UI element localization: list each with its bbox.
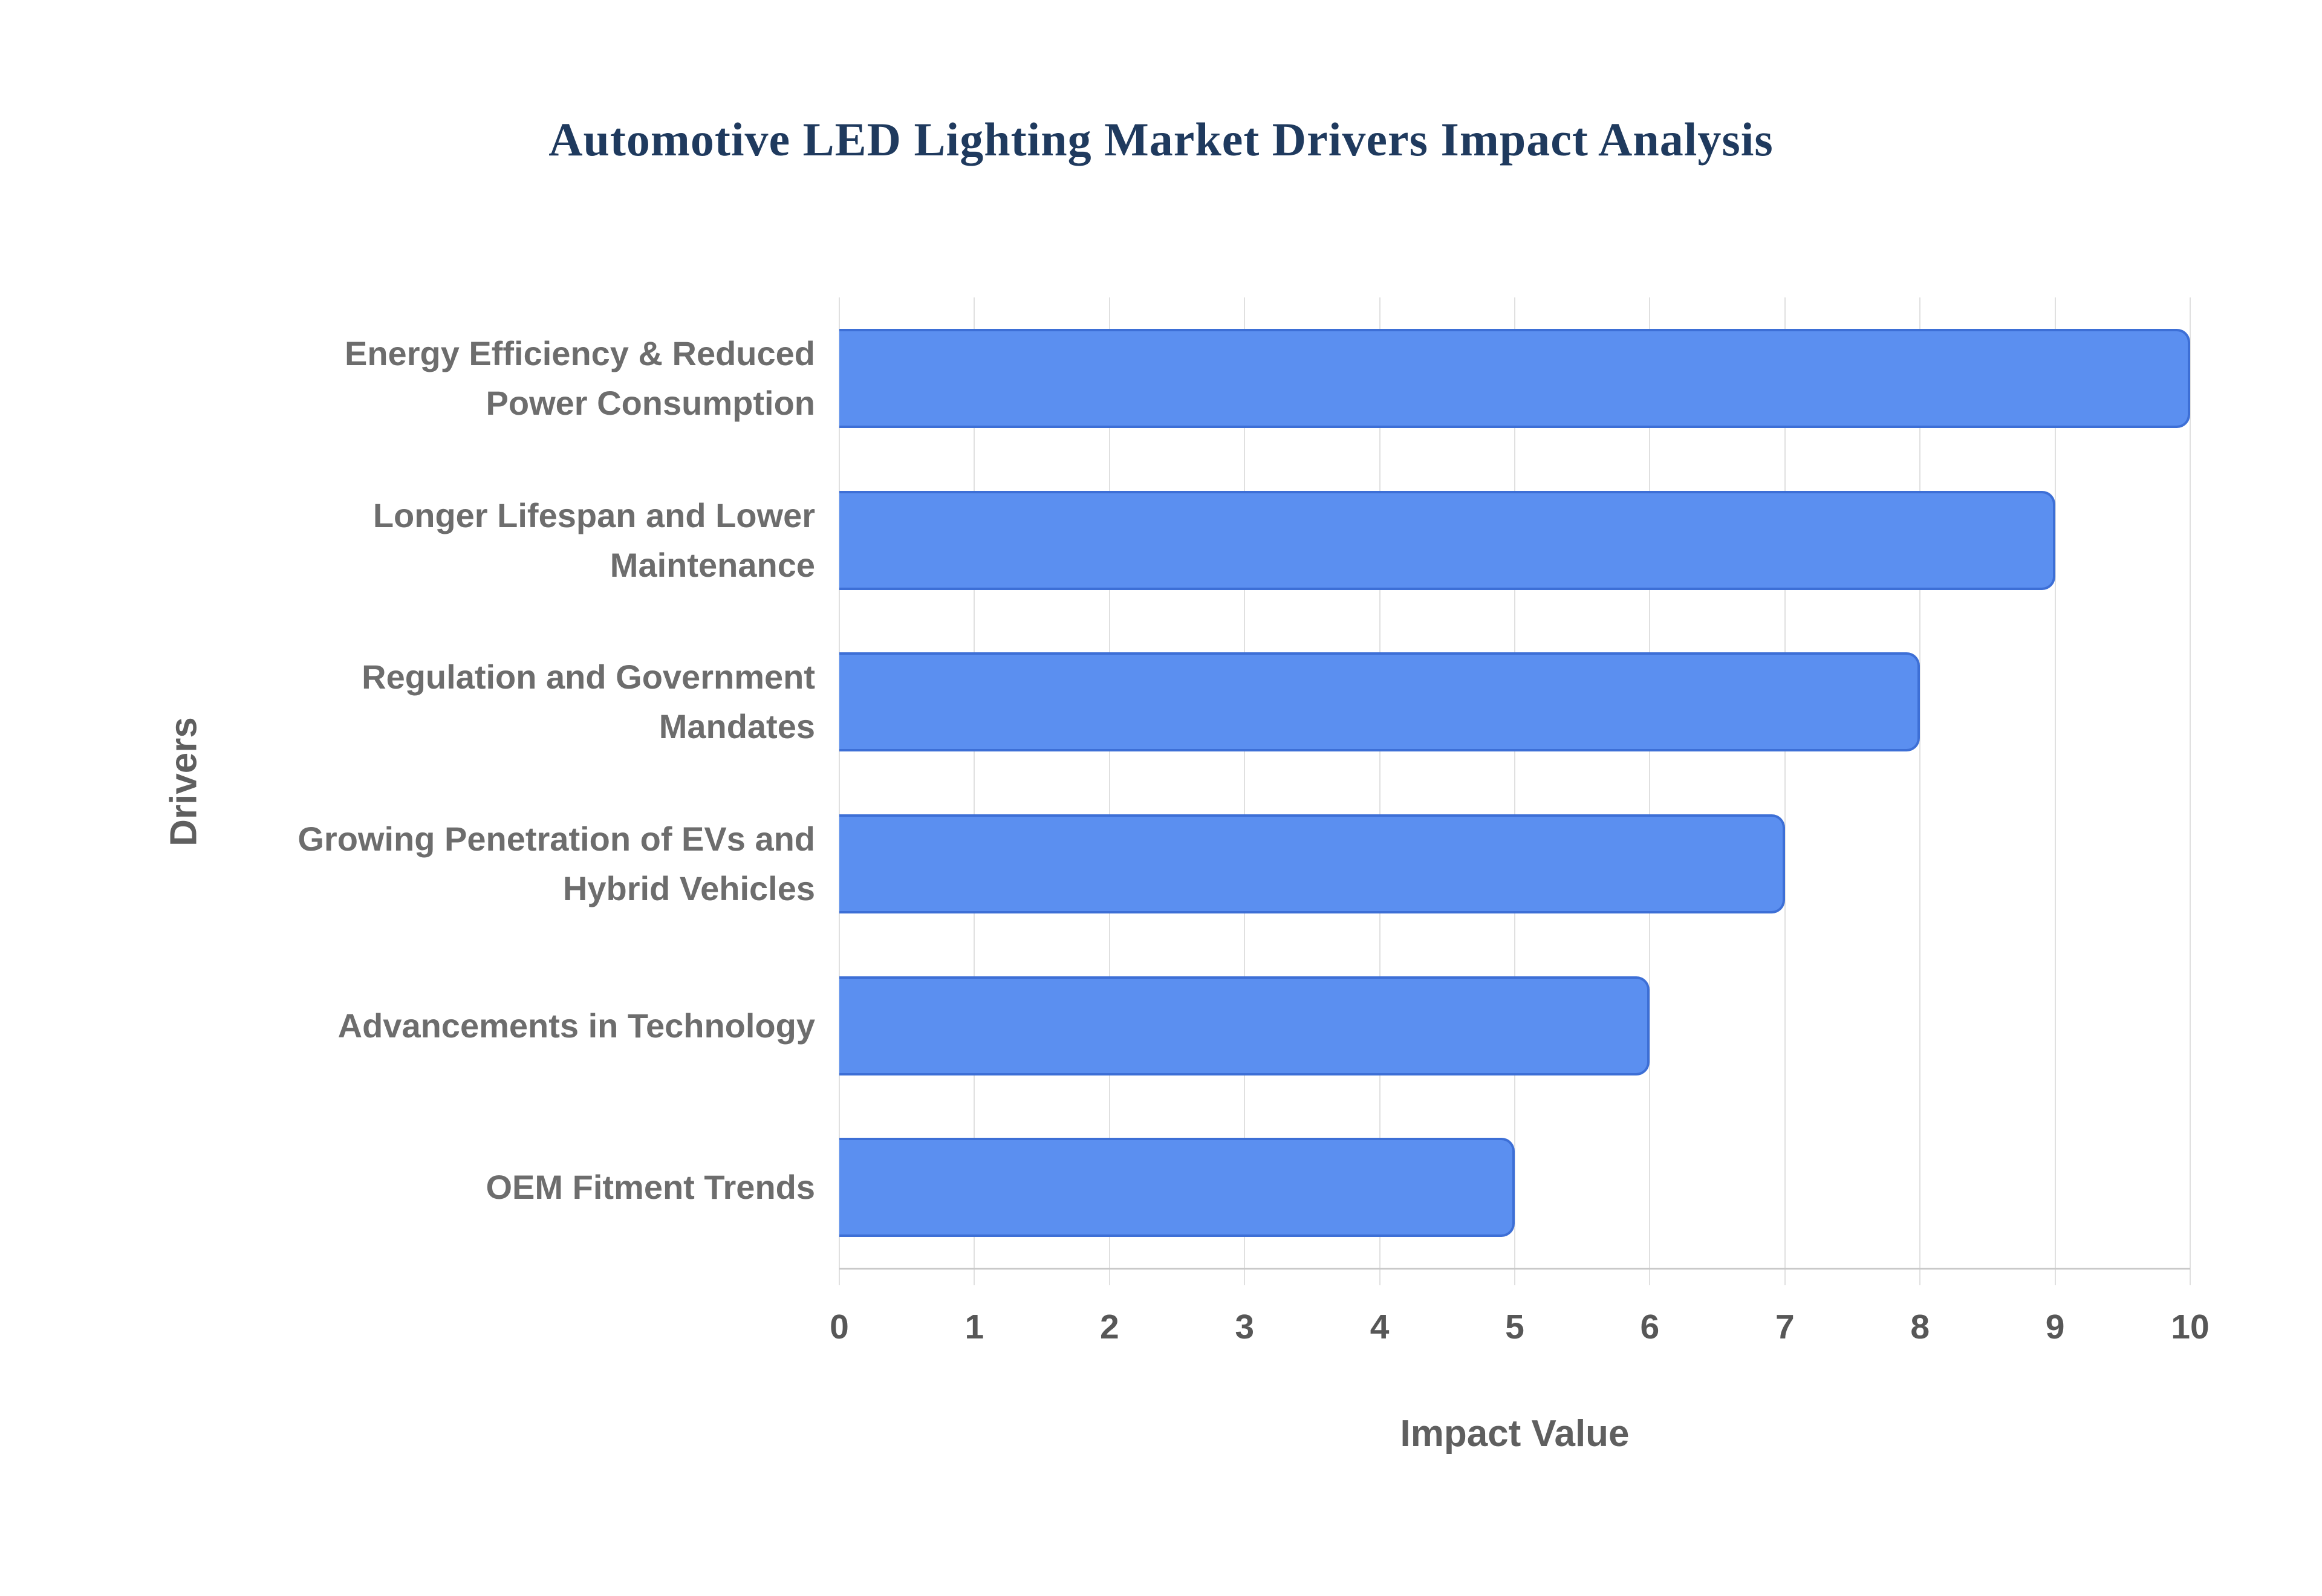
x-tick-label-9: 9 [2045, 1308, 2065, 1346]
bar[interactable] [839, 490, 2055, 590]
chart-title: Automotive LED Lighting Market Drivers I… [548, 113, 1774, 166]
gridline-x-10 [2190, 297, 2191, 1285]
gridline-x-6 [1649, 297, 1651, 1285]
x-tick-label-5: 5 [1505, 1308, 1524, 1346]
gridline-x-3 [1244, 297, 1246, 1285]
bar[interactable] [839, 328, 2190, 428]
gridline-x-2 [1108, 297, 1110, 1285]
gridline-x-0 [839, 297, 840, 1285]
gridline-x-4 [1379, 297, 1381, 1285]
x-tick-label-8: 8 [1910, 1308, 1930, 1346]
x-tick-label-2: 2 [1099, 1308, 1119, 1346]
x-tick-label-0: 0 [830, 1308, 849, 1346]
y-axis-title: Drivers [163, 717, 205, 846]
category-label: Energy Efficiency & Reduced Power Consum… [344, 334, 815, 422]
category-label: OEM Fitment Trends [486, 1168, 816, 1207]
bar[interactable] [839, 1138, 1515, 1238]
bar[interactable] [839, 652, 1920, 752]
category-label: Growing Penetration of EVs and Hybrid Ve… [298, 819, 815, 907]
category-label: Regulation and Government Mandates [362, 658, 815, 746]
gridline-x-1 [974, 297, 975, 1285]
bar[interactable] [839, 814, 1785, 913]
x-axis-title: Impact Value [1400, 1413, 1630, 1455]
gridline-x-7 [1784, 297, 1786, 1285]
gridline-x-8 [1919, 297, 1921, 1285]
category-label: Advancements in Technology [337, 1006, 815, 1045]
x-tick-label-4: 4 [1370, 1308, 1390, 1346]
gridline-x-9 [2054, 297, 2056, 1285]
category-label: Longer Lifespan and Lower Maintenance [372, 496, 815, 584]
x-tick-label-3: 3 [1235, 1308, 1255, 1346]
gridline-x-5 [1514, 297, 1515, 1285]
x-axis-line [839, 1268, 2190, 1270]
bar[interactable] [839, 976, 1650, 1075]
x-tick-label-1: 1 [964, 1308, 984, 1346]
x-tick-label-10: 10 [2171, 1308, 2210, 1346]
x-tick-label-7: 7 [1775, 1308, 1795, 1346]
x-tick-label-6: 6 [1640, 1308, 1660, 1346]
